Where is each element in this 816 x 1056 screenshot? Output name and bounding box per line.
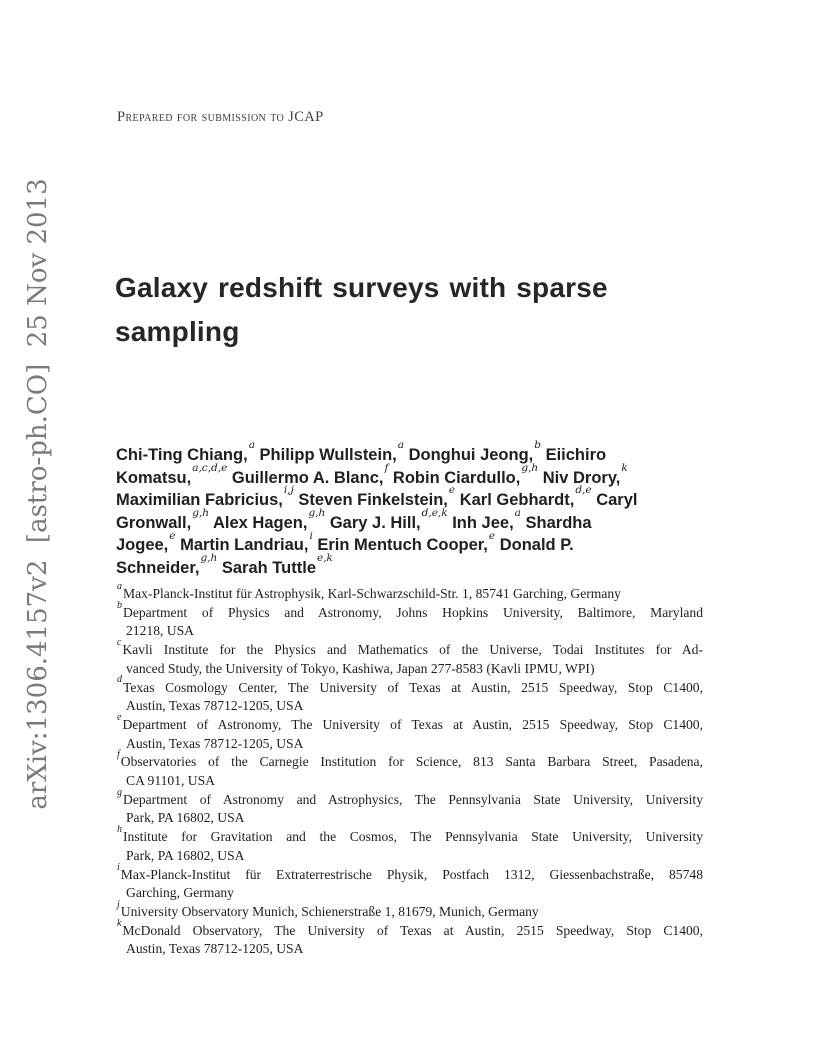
affiliation-line: 21218, USA: [126, 623, 194, 639]
affiliation-label-superscript: i: [117, 861, 120, 873]
paper-title: Galaxy redshift surveys with sparse samp…: [115, 266, 608, 354]
affiliation-line: Park, PA 16802, USA: [126, 810, 245, 826]
author-affiliation-superscript: b: [534, 439, 541, 452]
affiliation-list: aMax-Planck-Institut für Astrophysik, Ka…: [117, 580, 703, 959]
author-affiliation-superscript: a,c,d,e: [192, 461, 228, 474]
header-note: Prepared for submission to JCAP: [117, 109, 324, 125]
author-affiliation-superscript: g,h: [192, 507, 210, 520]
author-affiliation-superscript: e: [169, 529, 176, 542]
affiliation-entry: dTexas Cosmology Center, The University …: [117, 674, 703, 716]
author-affiliation-superscript: i,j: [283, 484, 294, 497]
affiliation-label-superscript: a: [117, 580, 122, 592]
affiliation-entry: jUniversity Observatory Munich, Schiener…: [117, 898, 703, 922]
affiliation-line: Park, PA 16802, USA: [126, 847, 245, 863]
author-affiliation-superscript: f: [384, 461, 389, 474]
affiliation-label-superscript: g: [117, 786, 122, 798]
affiliation-line: fObservatories of the Carnegie Instituti…: [117, 749, 703, 770]
affiliation-line: gDepartment of Astronomy and Astrophysic…: [117, 786, 703, 807]
affiliation-entry: cKavli Institute for the Physics and Mat…: [117, 637, 703, 678]
affiliation-line: vanced Study, the University of Tokyo, K…: [126, 660, 595, 676]
affiliation-entry: hInstitute for Gravitation and the Cosmo…: [117, 824, 703, 865]
affiliation-label-superscript: e: [117, 711, 122, 723]
paper-title-line-2: sampling: [115, 316, 240, 347]
affiliation-label-superscript: h: [117, 824, 122, 836]
author-affiliation-superscript: g,h: [200, 552, 218, 565]
author-line: Komatsu,a,c,d,e Guillermo A. Blanc,f Rob…: [116, 461, 628, 487]
affiliation-line: CA 91101, USA: [126, 773, 216, 789]
affiliation-label-superscript: d: [117, 674, 122, 686]
author-affiliation-superscript: i: [309, 529, 313, 542]
arxiv-watermark: arXiv:1306.4157v2 [astro-ph.CO] 25 Nov 2…: [23, 178, 53, 810]
affiliation-entry: gDepartment of Astronomy and Astrophysic…: [117, 786, 703, 828]
author-affiliation-superscript: e: [448, 484, 456, 497]
author-affiliation-superscript: a: [397, 439, 404, 452]
author-affiliation-superscript: g,h: [521, 461, 539, 474]
affiliation-line: hInstitute for Gravitation and the Cosmo…: [117, 824, 703, 845]
affiliation-entry: aMax-Planck-Institut für Astrophysik, Ka…: [117, 580, 703, 604]
affiliation-line: eDepartment of Astronomy, The University…: [117, 711, 703, 732]
author-affiliation-superscript: e,k: [317, 552, 333, 565]
author-affiliation-superscript: g,h: [308, 507, 326, 520]
affiliation-line: iMax-Planck-Institut für Extraterrestris…: [117, 861, 703, 882]
affiliation-entry: eDepartment of Astronomy, The University…: [117, 711, 703, 753]
affiliation-line: aMax-Planck-Institut für Astrophysik, Ka…: [117, 580, 621, 601]
affiliation-entry: fObservatories of the Carnegie Instituti…: [117, 749, 703, 790]
affiliation-line: bDepartment of Physics and Astronomy, Jo…: [117, 599, 703, 620]
affiliation-label-superscript: b: [117, 599, 122, 611]
affiliation-label-superscript: k: [117, 917, 122, 929]
author-line: Maximilian Fabricius,i,j Steven Finkelst…: [116, 484, 638, 510]
affiliation-line: Austin, Texas 78712-1205, USA: [126, 698, 304, 714]
author-block: Chi-Ting Chiang,a Philipp Wullstein,a Do…: [116, 439, 726, 580]
affiliation-entry: kMcDonald Observatory, The University of…: [117, 917, 703, 959]
author-line: Chi-Ting Chiang,a Philipp Wullstein,a Do…: [116, 439, 607, 464]
author-affiliation-superscript: k: [621, 461, 628, 474]
paper-title-line-1: Galaxy redshift surveys with sparse: [115, 272, 608, 303]
affiliation-line: Garching, Germany: [126, 885, 234, 901]
affiliation-label-superscript: f: [117, 749, 120, 761]
affiliation-line: kMcDonald Observatory, The University of…: [117, 917, 703, 938]
author-affiliation-superscript: a: [514, 507, 521, 520]
affiliation-line: jUniversity Observatory Munich, Schiener…: [117, 898, 539, 919]
author-line: Schneider,g,h Sarah Tuttlee,k: [116, 552, 333, 577]
affiliation-line: dTexas Cosmology Center, The University …: [117, 674, 703, 695]
affiliation-entry: bDepartment of Physics and Astronomy, Jo…: [117, 599, 703, 641]
affiliation-label-superscript: j: [117, 898, 120, 910]
affiliation-line: Austin, Texas 78712-1205, USA: [126, 735, 304, 751]
affiliation-entry: iMax-Planck-Institut für Extraterrestris…: [117, 861, 703, 903]
author-affiliation-superscript: d,e: [575, 484, 592, 497]
author-affiliation-superscript: e: [488, 529, 496, 542]
affiliation-line: cKavli Institute for the Physics and Mat…: [117, 637, 703, 658]
author-line: Gronwall,g,h Alex Hagen,g,h Gary J. Hill…: [116, 507, 592, 532]
affiliation-label-superscript: c: [117, 637, 122, 649]
author-affiliation-superscript: d,e,k: [421, 507, 448, 520]
author-affiliation-superscript: a: [248, 439, 255, 452]
affiliation-line: Austin, Texas 78712-1205, USA: [126, 941, 304, 957]
author-line: Jogee,e Martin Landriau,i Erin Mentuch C…: [116, 529, 574, 555]
